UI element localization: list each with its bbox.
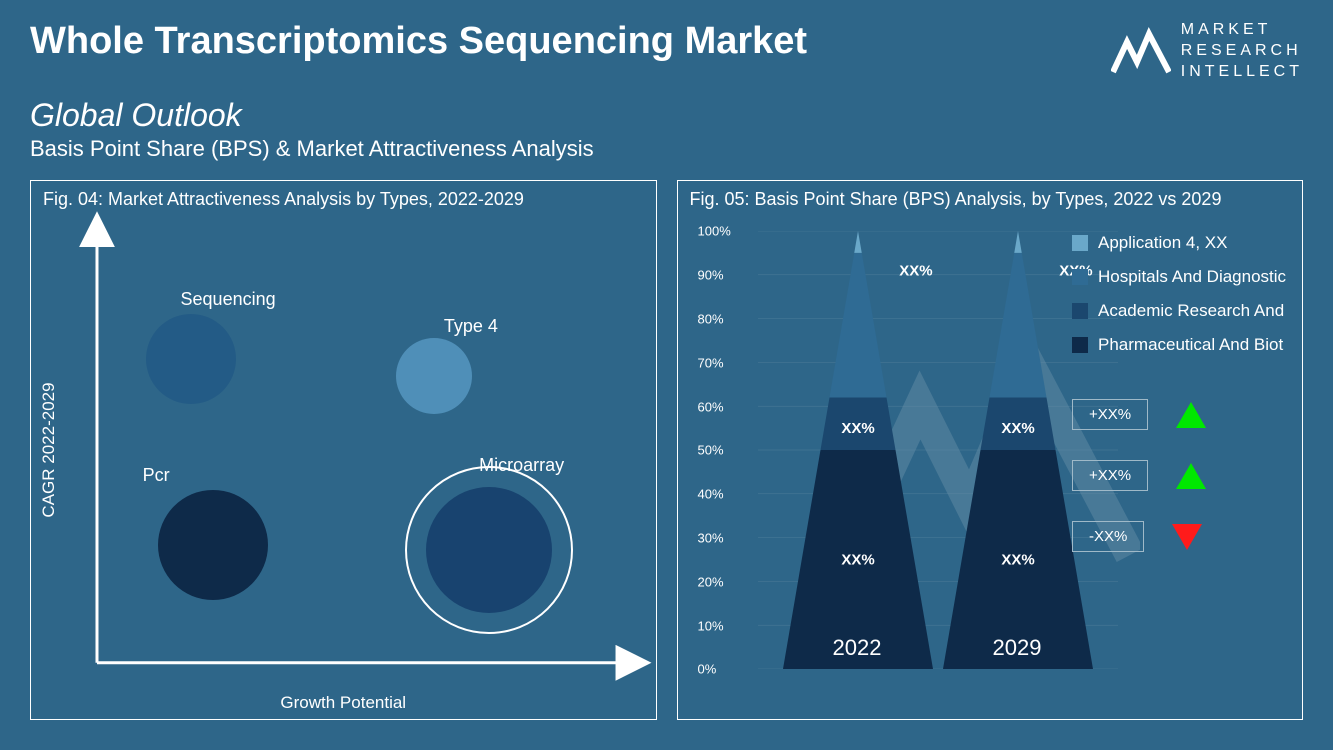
legend-label: Pharmaceutical And Biot [1098,335,1283,355]
fig04-box: Fig. 04: Market Attractiveness Analysis … [30,180,657,720]
charts-row: Fig. 04: Market Attractiveness Analysis … [0,172,1333,728]
bubble-label: Type 4 [444,316,498,337]
x-category-label: 2022 [833,635,882,661]
legend-swatch [1072,303,1088,319]
y-tick: 30% [698,530,724,545]
y-tick: 60% [698,399,724,414]
indicator-badge: +XX% [1072,399,1148,430]
bubble-label: Microarray [479,455,564,476]
y-tick: 90% [698,268,724,283]
x-category-label: 2029 [993,635,1042,661]
indicator-row: +XX% [1072,460,1302,491]
header: Whole Transcriptomics Sequencing Market … [0,0,1333,92]
legend-item: Pharmaceutical And Biot [1072,335,1302,355]
logo-icon [1111,26,1171,76]
bubble-label: Pcr [143,465,170,486]
fig04-x-axis-label: Growth Potential [280,693,406,713]
svg-text:XX%: XX% [1001,420,1034,437]
y-tick: 80% [698,311,724,326]
legend-item: Academic Research And [1072,301,1302,321]
indicator-badge: +XX% [1072,460,1148,491]
fig05-caption: Fig. 05: Basis Point Share (BPS) Analysi… [678,181,1303,218]
legend-swatch [1072,235,1088,251]
global-outlook: Global Outlook [30,97,1303,134]
fig05-cones: XX%XX%XX%XX%XX%XX% [758,231,1118,669]
y-tick: 10% [698,618,724,633]
bps-subtitle: Basis Point Share (BPS) & Market Attract… [30,136,1303,162]
logo-line-2: RESEARCH [1181,41,1303,62]
triangle-up-icon [1176,402,1206,428]
triangle-up-icon [1176,463,1206,489]
bubble [146,314,236,404]
y-tick: 0% [698,662,717,677]
fig05-box: Fig. 05: Basis Point Share (BPS) Analysi… [677,180,1304,720]
svg-text:XX%: XX% [841,420,874,437]
y-tick: 20% [698,574,724,589]
legend-item: Hospitals And Diagnostic [1072,267,1302,287]
y-tick: 70% [698,355,724,370]
logo-line-3: INTELLECT [1181,62,1303,83]
fig05-plot-area: XX%XX%XX%XX%XX%XX% 0%10%20%30%40%50%60%7… [698,231,1118,669]
legend-item: Application 4, XX [1072,233,1302,253]
brand-logo: MARKET RESEARCH INTELLECT [1111,20,1303,82]
bubble [158,490,268,600]
page-title: Whole Transcriptomics Sequencing Market [30,20,807,63]
fig04-axes [91,225,644,669]
svg-text:XX%: XX% [899,263,932,280]
y-tick: 50% [698,443,724,458]
legend-swatch [1072,337,1088,353]
legend-swatch [1072,269,1088,285]
bubble [396,338,472,414]
bubble-label: Sequencing [181,289,276,310]
fig04-plot-area: Sequencing Type 4 Pcr Microarray [91,225,644,669]
fig05-legend: Application 4, XX Hospitals And Diagnosti… [1072,233,1302,582]
y-tick: 100% [698,224,731,239]
logo-text: MARKET RESEARCH INTELLECT [1181,20,1303,82]
legend-label: Hospitals And Diagnostic [1098,267,1286,287]
fig04-y-axis-label: CAGR 2022-2029 [39,383,59,518]
legend-label: Application 4, XX [1098,233,1227,253]
svg-text:XX%: XX% [1001,552,1034,569]
y-tick: 40% [698,487,724,502]
svg-text:XX%: XX% [841,552,874,569]
subtitle-block: Global Outlook Basis Point Share (BPS) &… [0,92,1333,172]
indicator-row: -XX% [1072,521,1302,552]
legend-label: Academic Research And [1098,301,1284,321]
indicator-badge: -XX% [1072,521,1144,552]
logo-line-1: MARKET [1181,20,1303,41]
bubble [426,487,552,613]
fig04-caption: Fig. 04: Market Attractiveness Analysis … [31,181,656,218]
triangle-down-icon [1172,524,1202,550]
indicator-row: +XX% [1072,399,1302,430]
